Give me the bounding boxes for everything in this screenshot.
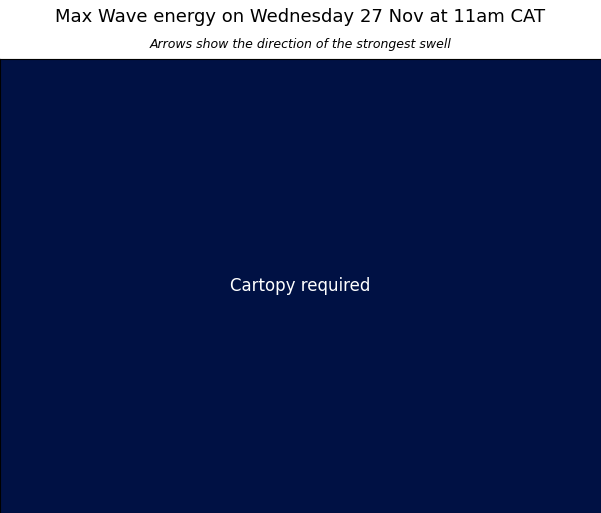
Text: Max Wave energy on Wednesday 27 Nov at 11am CAT: Max Wave energy on Wednesday 27 Nov at 1… bbox=[55, 8, 546, 26]
Text: Cartopy required: Cartopy required bbox=[230, 277, 371, 295]
Text: Arrows show the direction of the strongest swell: Arrows show the direction of the stronge… bbox=[150, 38, 451, 51]
